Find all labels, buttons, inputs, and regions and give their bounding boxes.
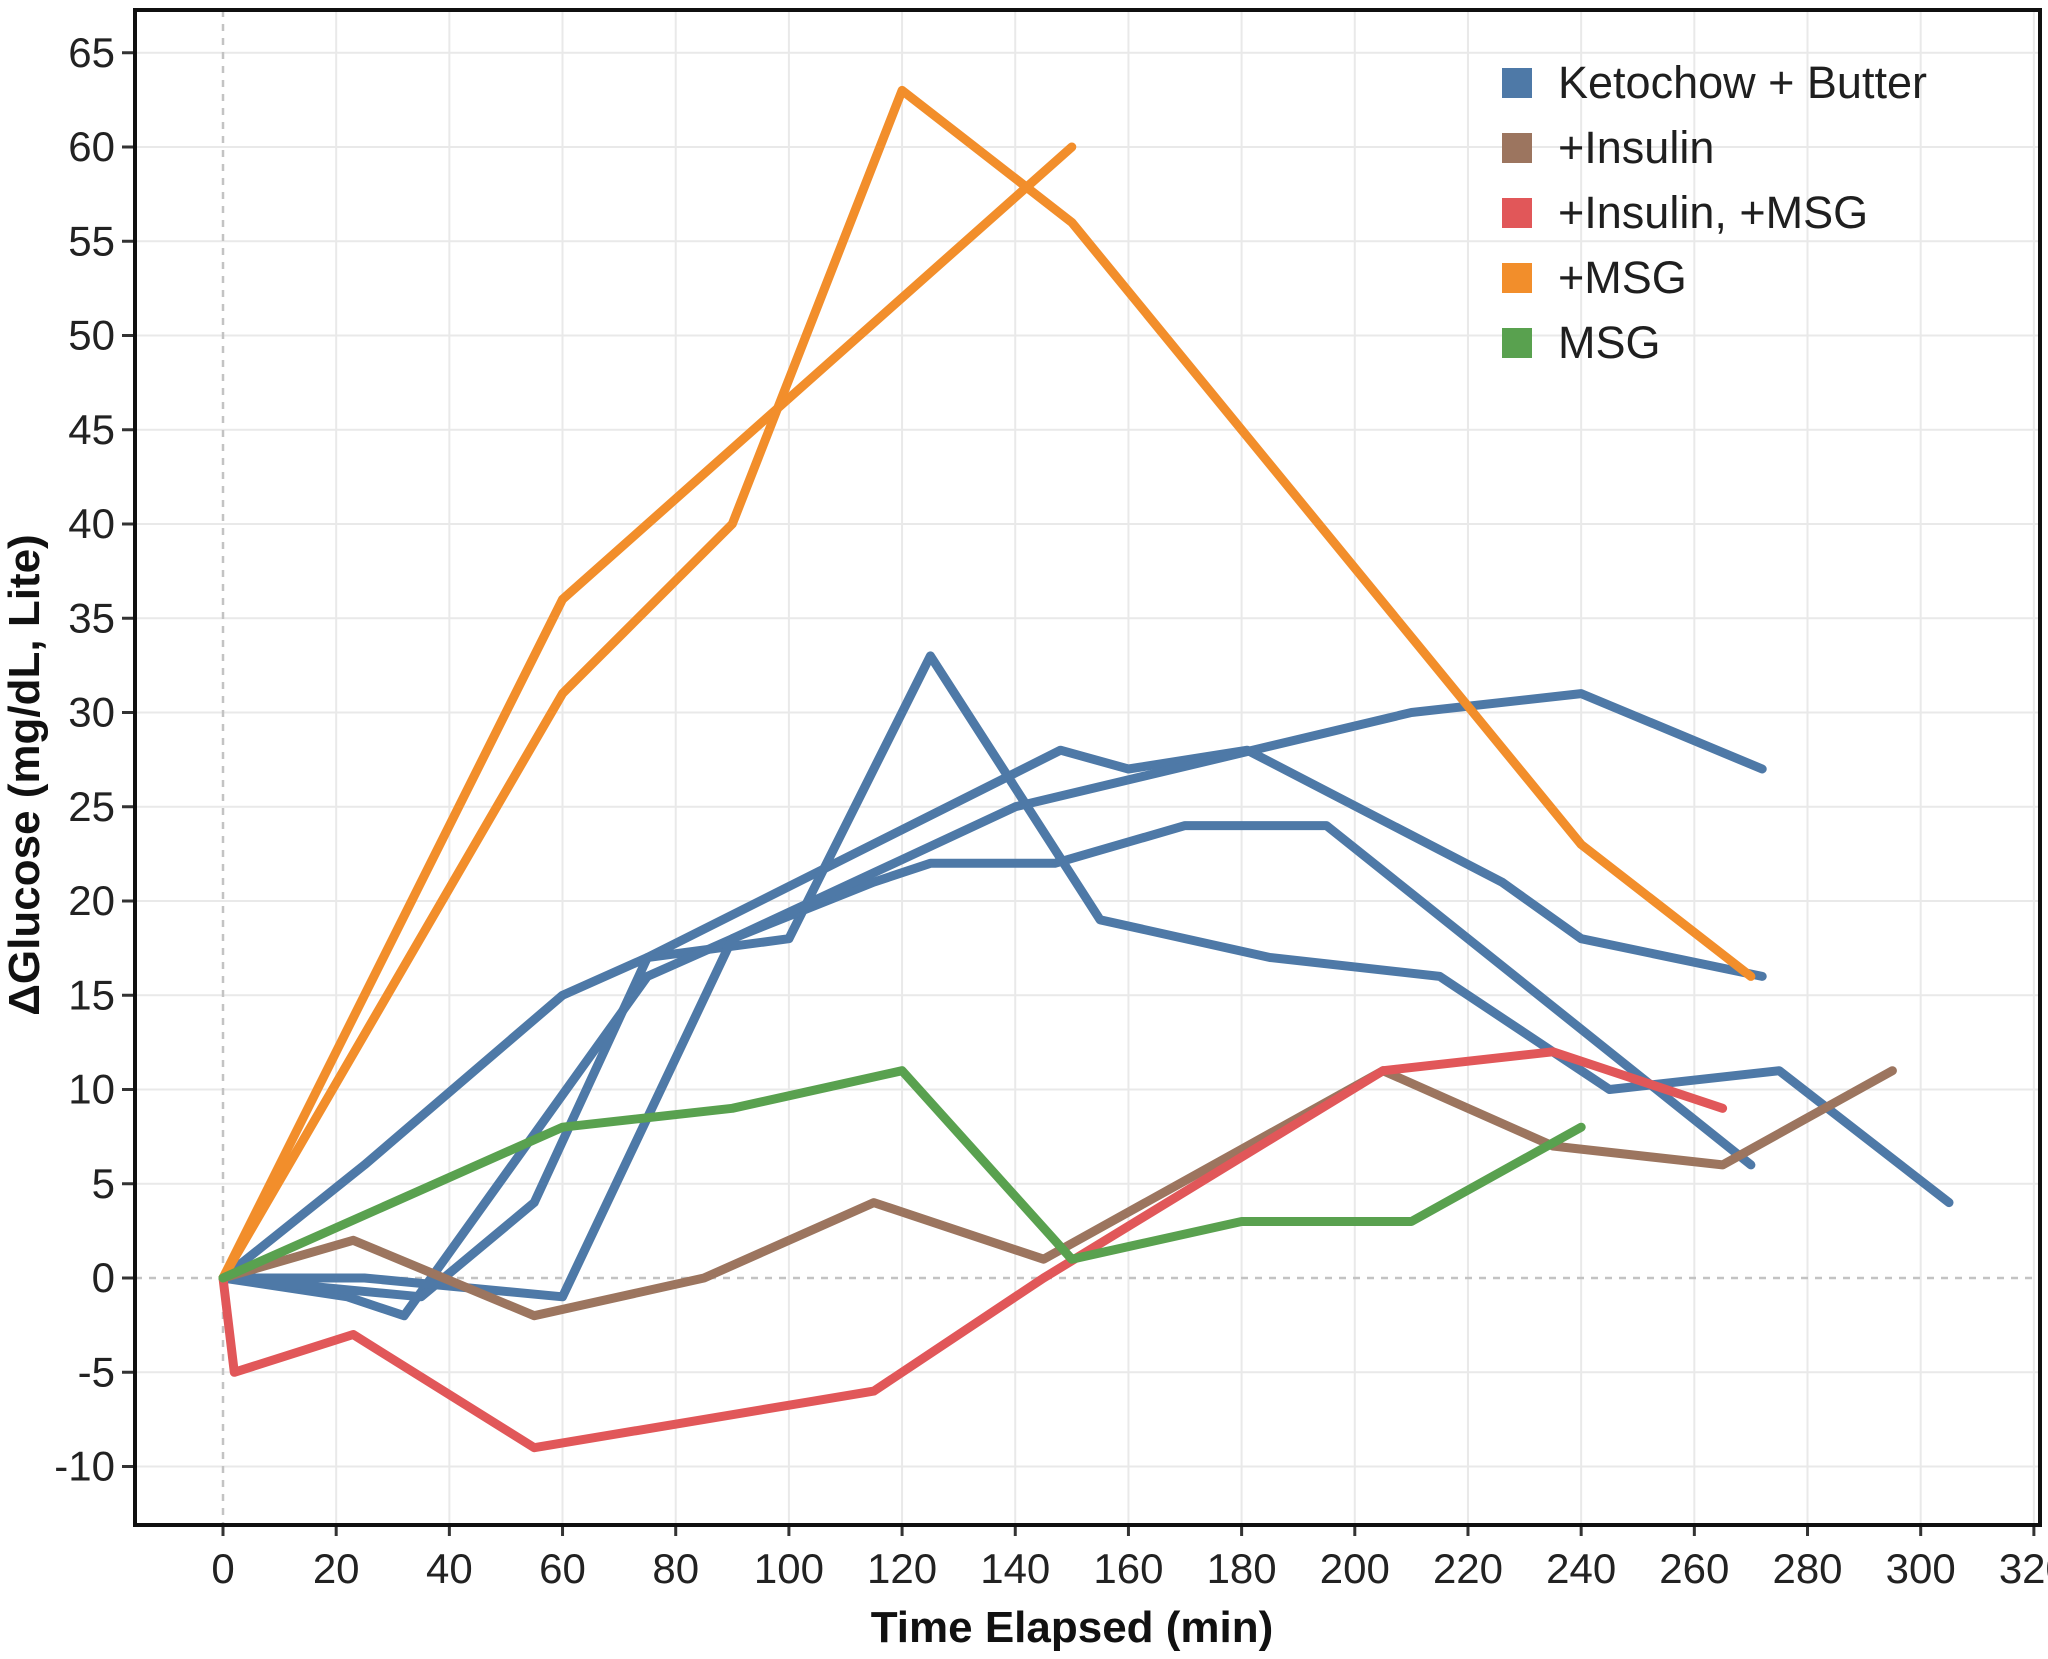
- y-tick-label: -5: [78, 1348, 115, 1395]
- y-axis-title: ΔGlucose (mg/dL, Lite): [0, 534, 49, 1016]
- y-tick-label: 5: [92, 1160, 115, 1207]
- x-tick-label: 240: [1546, 1545, 1616, 1592]
- series-line: [218, 85, 1756, 1283]
- plot-border: [133, 8, 2042, 1527]
- series-+Insulin: [218, 1066, 1897, 1321]
- x-tick-label: 220: [1433, 1545, 1503, 1592]
- y-tick-label: 50: [68, 312, 115, 359]
- y-tick-label: 15: [68, 971, 115, 1018]
- y-tick-label: 45: [68, 406, 115, 453]
- legend-swatch-insulin: [1502, 132, 1532, 163]
- series-line: [218, 651, 1954, 1283]
- x-tick-label: 100: [754, 1545, 824, 1592]
- series-+MSG: [218, 85, 1756, 1283]
- legend-item-ketochow-butter: Ketochow + Butter: [1502, 50, 1927, 115]
- series-line: [218, 745, 1767, 1302]
- x-axis-title: Time Elapsed (min): [870, 1603, 1274, 1652]
- x-tick-label: 120: [867, 1545, 937, 1592]
- series-line: [218, 1066, 1586, 1283]
- series-line: [218, 689, 1767, 1302]
- y-tick-label: 10: [68, 1066, 115, 1113]
- legend-swatch-insulin-msg: [1502, 197, 1532, 228]
- legend-item-plus-msg: +MSG: [1502, 245, 1927, 310]
- legend: Ketochow + Butter +Insulin +Insulin, +MS…: [1502, 50, 1927, 375]
- x-tick-label: 0: [211, 1545, 234, 1592]
- x-tick-label: 260: [1659, 1545, 1729, 1592]
- legend-label: +Insulin, +MSG: [1558, 186, 1869, 238]
- y-tick-label: 40: [68, 500, 115, 547]
- legend-item-insulin: +Insulin: [1502, 115, 1927, 180]
- series-line: [218, 142, 1077, 1283]
- legend-label: +MSG: [1558, 251, 1687, 303]
- legend-label: Ketochow + Butter: [1558, 56, 1927, 108]
- x-tick-label: 320: [1999, 1545, 2048, 1592]
- y-tick-label: 55: [68, 217, 115, 264]
- series-line: [218, 1066, 1897, 1321]
- legend-swatch-msg: [1502, 327, 1532, 358]
- x-tick-label: 140: [980, 1545, 1050, 1592]
- x-tick-label: 40: [426, 1545, 473, 1592]
- y-tick-label: 35: [68, 594, 115, 641]
- legend-swatch-ketochow-butter: [1502, 67, 1532, 98]
- x-tick-label: 280: [1772, 1545, 1842, 1592]
- legend-item-insulin-msg: +Insulin, +MSG: [1502, 180, 1927, 245]
- x-tick-label: 20: [313, 1545, 360, 1592]
- legend-swatch-plus-msg: [1502, 262, 1532, 293]
- x-tick-label: 180: [1207, 1545, 1277, 1592]
- y-tick-label: -10: [54, 1443, 115, 1490]
- x-tick-label: 160: [1093, 1545, 1163, 1592]
- series-Ketochow + Butter: [218, 651, 1954, 1321]
- series-MSG: [218, 1066, 1586, 1283]
- axis-tick-labels: 0 20 40 60 80 100 120 140 160 180 200 220 240 260 280 3…: [54, 29, 2048, 1592]
- x-tick-label: 300: [1886, 1545, 1956, 1592]
- legend-item-msg: MSG: [1502, 310, 1927, 375]
- series-line: [218, 1047, 1728, 1453]
- series-line: [218, 821, 1756, 1321]
- x-tick-label: 200: [1320, 1545, 1390, 1592]
- series-+Insulin, +MSG: [218, 1047, 1728, 1453]
- legend-label: MSG: [1558, 316, 1661, 368]
- y-tick-label: 25: [68, 783, 115, 830]
- y-tick-label: 65: [68, 29, 115, 76]
- x-tick-label: 80: [652, 1545, 699, 1592]
- y-tick-label: 0: [92, 1254, 115, 1301]
- y-tick-label: 30: [68, 689, 115, 736]
- gridlines: [135, 10, 2040, 1525]
- legend-label: +Insulin: [1558, 121, 1715, 173]
- x-tick-label: 60: [539, 1545, 586, 1592]
- y-tick-label: 60: [68, 123, 115, 170]
- y-tick-label: 20: [68, 877, 115, 924]
